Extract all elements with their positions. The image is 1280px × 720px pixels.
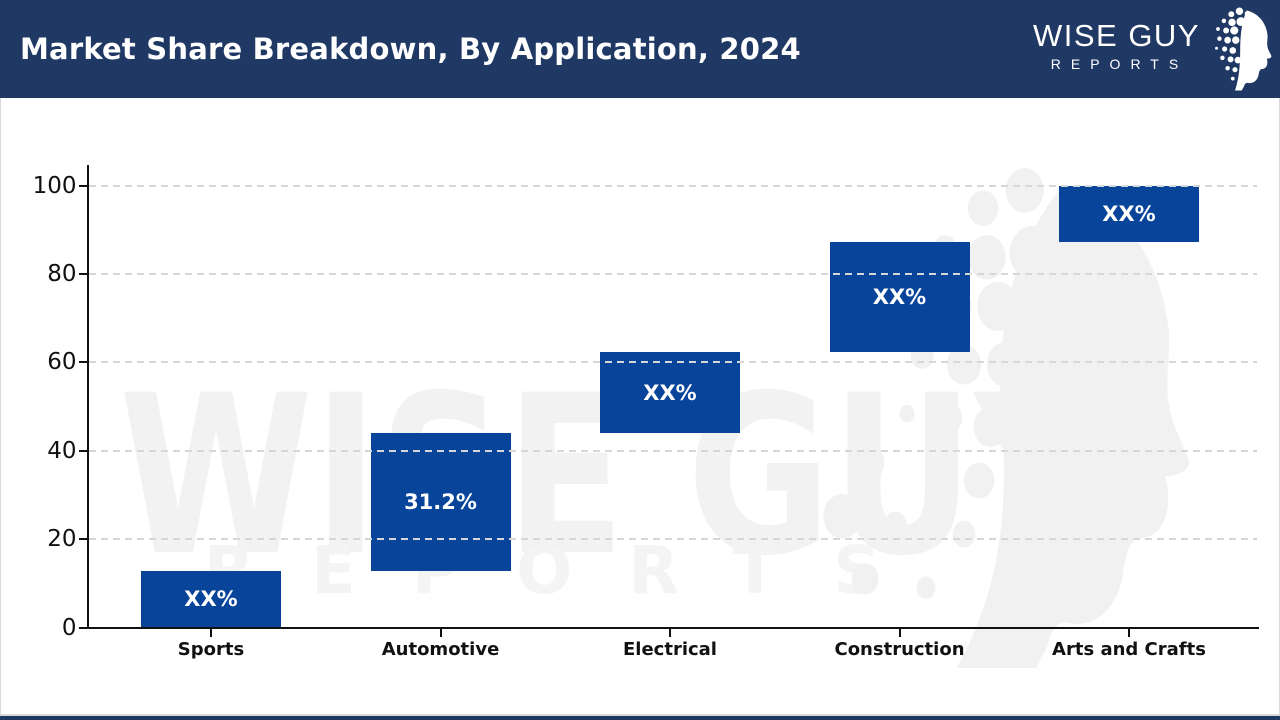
gridline-40	[88, 449, 1257, 452]
x-tick-mark	[210, 628, 212, 637]
gridline-60	[88, 361, 1257, 364]
logo-head-profile-icon	[1215, 7, 1272, 91]
y-tick-mark	[78, 361, 87, 364]
x-axis-line	[86, 626, 1259, 629]
chart-title: Market Share Breakdown, By Application, …	[20, 32, 801, 66]
footer-accent-strip	[0, 716, 1280, 720]
x-category-label-arts-and-crafts: Arts and Crafts	[1052, 639, 1206, 660]
x-tick-mark	[898, 628, 901, 637]
bar-construction: XX%	[829, 241, 970, 353]
watermark-subtitle: REPORTS	[204, 532, 937, 609]
bottom-border-line	[0, 714, 1280, 716]
bar-value-label: XX%	[872, 284, 927, 309]
bar-value-label: XX%	[1102, 201, 1156, 226]
x-category-label-automotive: Automotive	[381, 639, 500, 660]
wise-guy-reports-logo: WISE GUY REPORTS	[1010, 4, 1272, 94]
y-tick-mark	[78, 184, 87, 187]
watermark-head-profile-icon	[823, 168, 1189, 668]
bar-arts-and-crafts: XX%	[1059, 185, 1199, 242]
gridline-80	[88, 272, 1257, 275]
x-tick-mark	[669, 628, 671, 637]
y-tick-mark	[78, 272, 87, 275]
x-tick-mark	[439, 628, 442, 637]
x-category-label-electrical: Electrical	[623, 639, 717, 660]
x-category-label-sports: Sports	[177, 639, 245, 660]
bar-electrical: XX%	[600, 352, 740, 434]
bar-sports: XX%	[141, 571, 281, 628]
y-tick-mark	[78, 626, 87, 629]
y-tick-mark	[78, 449, 87, 452]
y-tick-label: 60	[47, 349, 77, 376]
logo-text: WISE GUY REPORTS	[1033, 18, 1200, 72]
logo-subtitle: REPORTS	[1050, 56, 1189, 72]
y-tick-label: 0	[61, 614, 77, 641]
bar-value-label: XX%	[643, 380, 697, 405]
y-tick-mark	[78, 538, 87, 541]
logo-wordmark: WISE GUY	[1032, 18, 1200, 53]
y-tick-label: 40	[47, 437, 77, 464]
x-category-label-construction: Construction	[834, 639, 965, 660]
y-tick-label: 20	[47, 526, 77, 553]
y-tick-label: 100	[32, 172, 77, 199]
bar-automotive: 31.2%	[370, 433, 511, 572]
x-tick-mark	[1128, 628, 1130, 637]
bar-value-label: XX%	[184, 587, 238, 612]
gridline-100	[88, 184, 1257, 187]
gridline-20	[88, 538, 1257, 541]
y-axis-line	[86, 165, 89, 629]
header-bar: Market Share Breakdown, By Application, …	[0, 0, 1280, 98]
y-tick-label: 80	[47, 260, 77, 287]
bar-value-label: 31.2%	[404, 490, 477, 515]
